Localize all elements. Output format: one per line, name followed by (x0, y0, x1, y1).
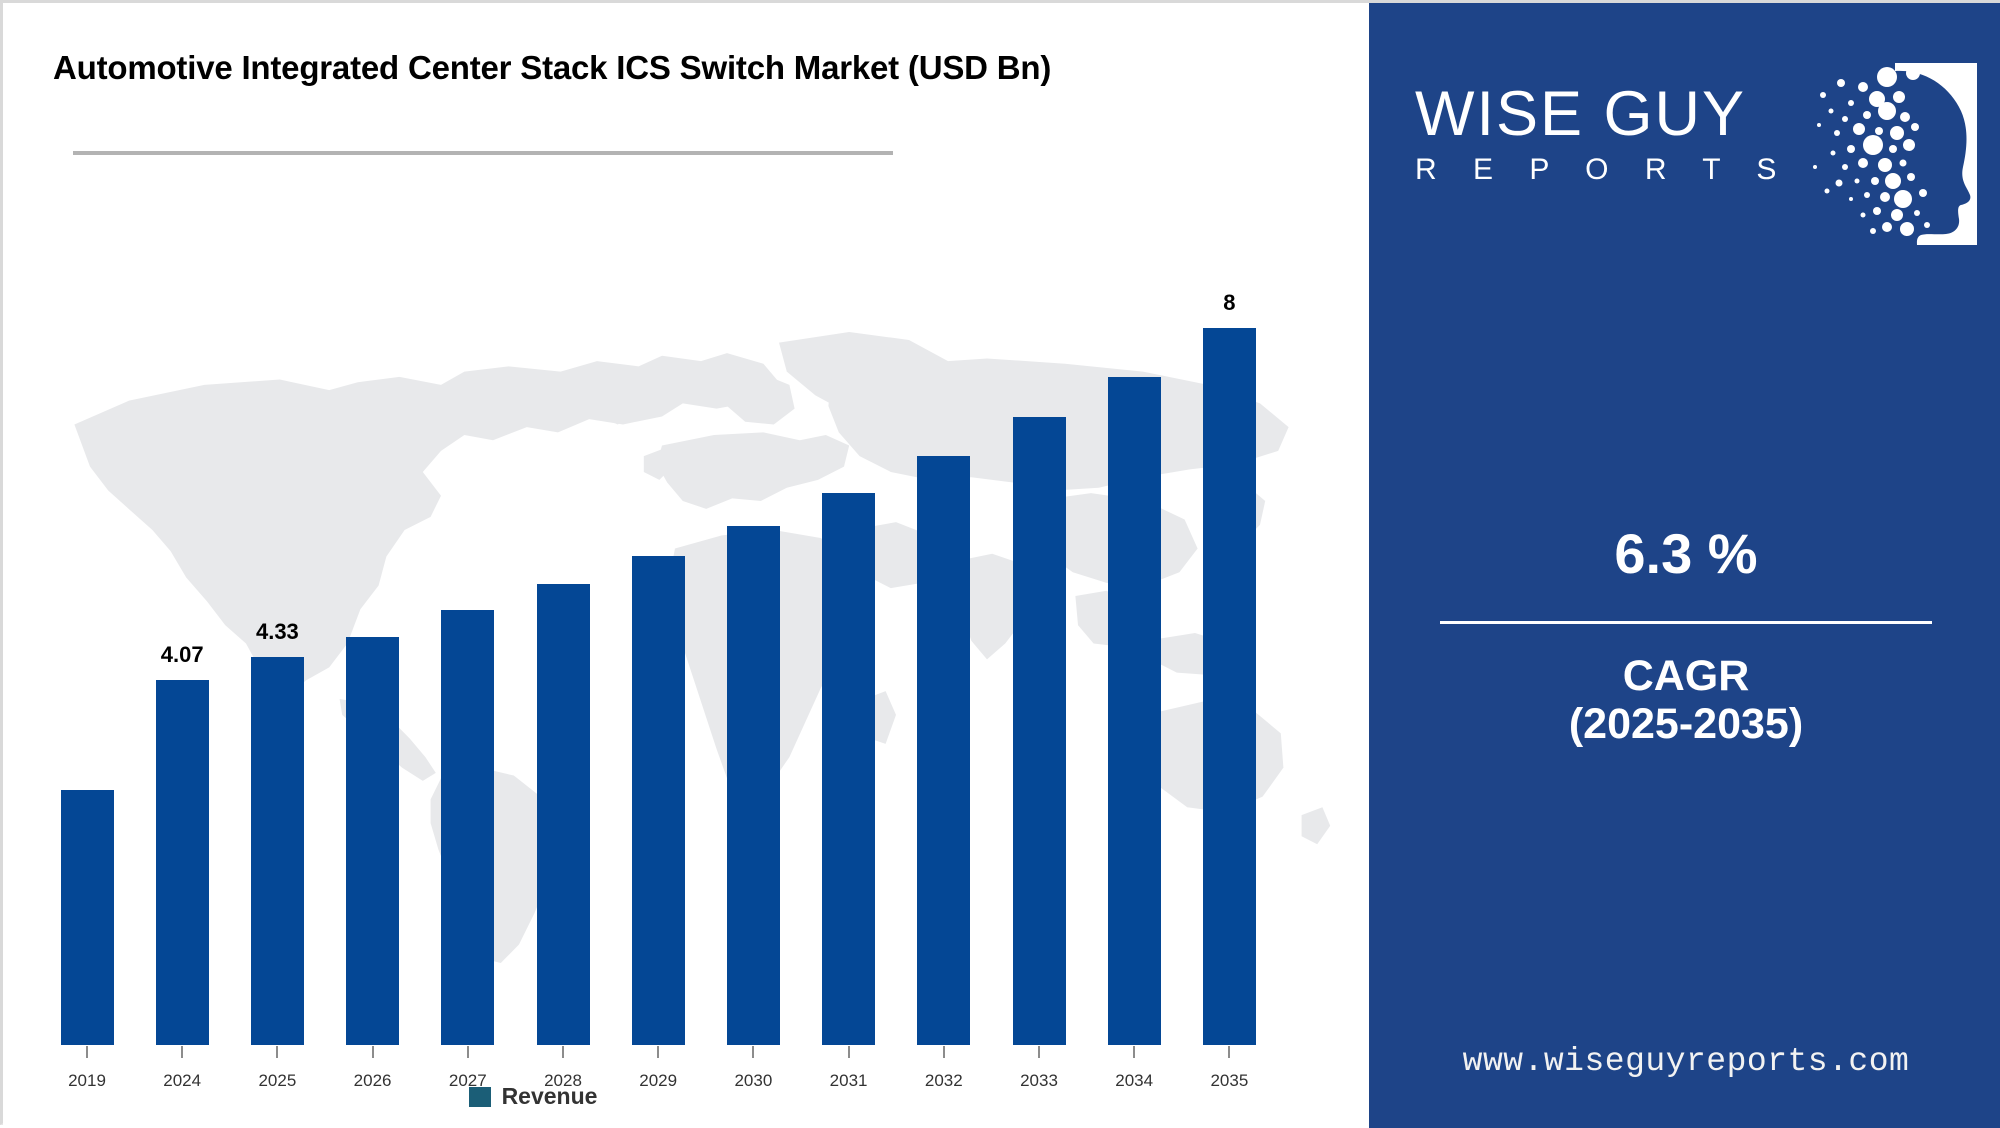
axis-tick-2032 (942, 1046, 945, 1058)
axis-tick-2025 (276, 1046, 279, 1058)
cagr-caption-line2: (2025-2035) (1568, 699, 1804, 748)
x-axis-label-2024: 2024 (163, 1071, 202, 1090)
cagr-divider (1440, 620, 1932, 624)
bar-2033[interactable] (1012, 417, 1066, 1045)
axis-tick-2026 (371, 1046, 374, 1058)
x-axis-label-2033: 2033 (1020, 1071, 1058, 1090)
brand-website-url: www.wiseguyreports.com (1462, 1043, 1910, 1080)
x-axis-label-2025: 2025 (258, 1071, 297, 1090)
cagr-caption-line1: CAGR (1622, 651, 1750, 700)
axis-tick-2030 (752, 1046, 755, 1058)
x-axis-label-2030: 2030 (734, 1071, 773, 1090)
axis-tick-2029 (657, 1046, 660, 1058)
x-axis-label-2035: 2035 (1210, 1071, 1249, 1090)
axis-tick-2027 (466, 1046, 469, 1058)
bar-2028[interactable] (536, 584, 590, 1045)
plot-area: 2019 4.07 2024 4.33 2025 2026 2027 2028 2029 2030… (3, 3, 1369, 1128)
cagr-caption: CAGR (2025-2035) (1369, 652, 2000, 748)
bar-2019[interactable] (60, 790, 114, 1045)
bar-value-label-2025: 4.33 (255, 619, 299, 644)
axis-tick-2019 (86, 1046, 88, 1058)
logo-wordmark: WISE GUY R E P O R T S (1415, 79, 1845, 187)
axis-tick-2024 (181, 1046, 184, 1058)
bar-2026[interactable] (346, 637, 400, 1045)
x-axis-label-2027: 2027 (448, 1071, 487, 1090)
bar-2031[interactable] (822, 493, 876, 1045)
brand-panel: WISE GUY R E P O R T S (1369, 3, 2000, 1128)
legend-swatch-revenue (468, 1086, 491, 1107)
bar-2032[interactable] (917, 456, 971, 1045)
x-axis-label-2026: 2026 (353, 1071, 392, 1090)
wiseguyreports-logo: WISE GUY R E P O R T S (1393, 59, 1983, 249)
bar-2034[interactable] (1107, 377, 1161, 1045)
bar-2030[interactable] (726, 526, 780, 1045)
axis-tick-2034 (1133, 1046, 1136, 1058)
title-underline (73, 151, 893, 155)
bar-2024[interactable] (155, 680, 209, 1045)
axis-tick-2028 (562, 1046, 564, 1058)
x-axis-label-2032: 2032 (924, 1071, 963, 1090)
x-axis-label-2019: 2019 (68, 1071, 106, 1090)
logo-line-reports: R E P O R T S (1415, 152, 1791, 186)
chart-legend: Revenue (3, 1083, 1063, 1110)
bar-2035[interactable] (1202, 328, 1256, 1045)
axis-tick-2031 (847, 1046, 850, 1058)
axis-tick-2033 (1038, 1046, 1040, 1058)
chart-title: Automotive Integrated Center Stack ICS S… (53, 49, 1052, 86)
legend-label-revenue: Revenue (501, 1083, 598, 1109)
x-axis-label-2031: 2031 (829, 1071, 868, 1090)
axis-tick-2035 (1228, 1046, 1231, 1058)
cagr-value: 6.3 % (1614, 522, 1758, 585)
bar-value-label-2024: 4.07 (160, 642, 204, 667)
x-axis-label-2028: 2028 (544, 1071, 582, 1090)
logo-line-wise-guy: WISE GUY (1415, 79, 1747, 149)
dotted-head-profile-icon (1813, 63, 1977, 245)
chart-section: Automotive Integrated Center Stack ICS S… (3, 3, 1369, 1128)
bar-2025[interactable] (250, 657, 304, 1045)
cagr-block: 6.3 % CAGR (2025-2035) (1369, 523, 2000, 748)
bar-2029[interactable] (631, 556, 685, 1045)
x-axis-label-2034: 2034 (1115, 1071, 1154, 1090)
x-axis-label-2029: 2029 (639, 1071, 678, 1090)
bar-value-label-2035: 8 (1223, 290, 1236, 315)
bar-2027[interactable] (441, 610, 495, 1045)
